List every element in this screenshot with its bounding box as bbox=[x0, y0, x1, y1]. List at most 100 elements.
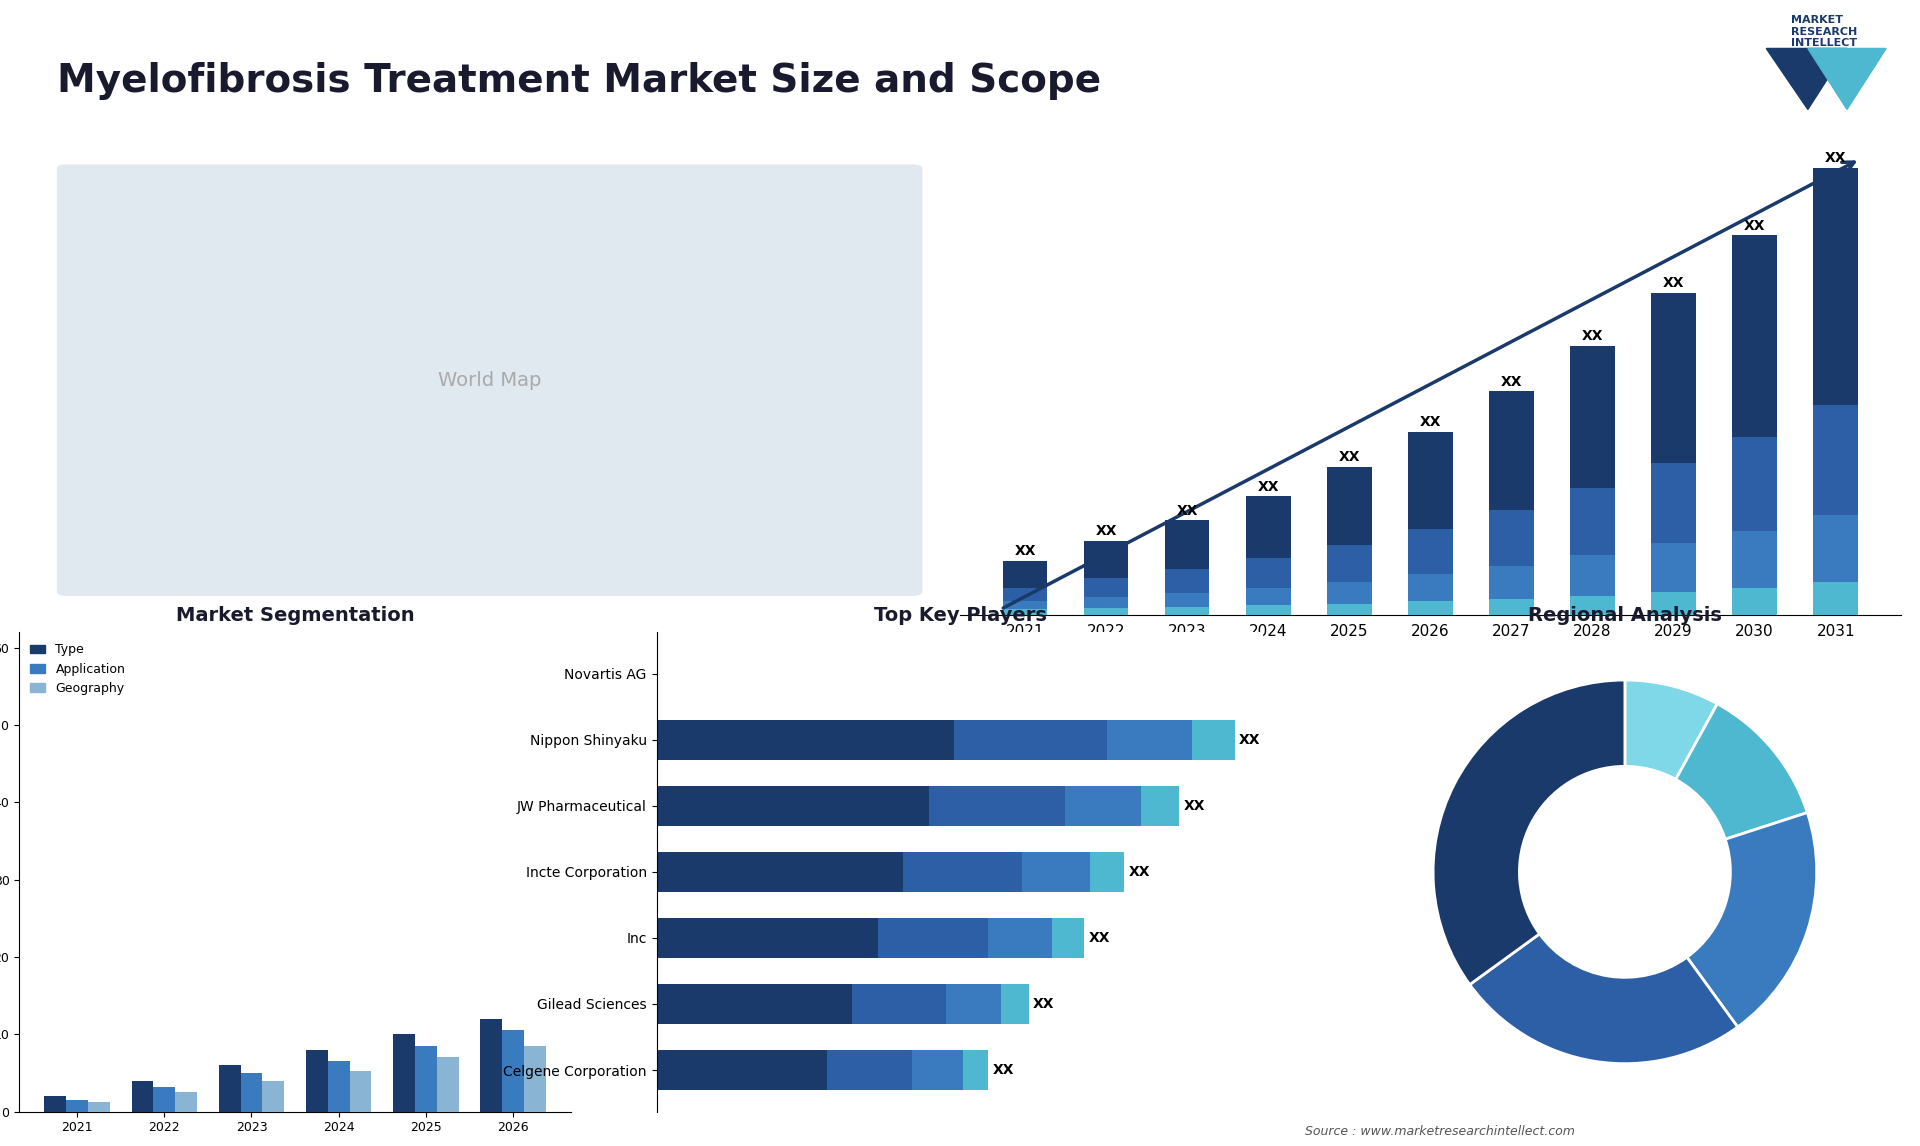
Bar bbox=[1064, 786, 1140, 825]
Bar bbox=[1490, 510, 1534, 566]
Bar bbox=[852, 984, 945, 1023]
Text: XX: XX bbox=[1743, 219, 1764, 233]
Text: World Map: World Map bbox=[438, 370, 541, 390]
Bar bbox=[154, 1086, 175, 1112]
Bar bbox=[1083, 541, 1129, 579]
Bar bbox=[240, 1073, 263, 1112]
Bar bbox=[1002, 560, 1046, 588]
Bar bbox=[1002, 588, 1046, 602]
Bar bbox=[503, 1030, 524, 1112]
Bar bbox=[1407, 602, 1453, 614]
Bar bbox=[1192, 720, 1235, 760]
Bar bbox=[1246, 605, 1290, 614]
Bar bbox=[1814, 582, 1859, 614]
Bar bbox=[1732, 532, 1778, 588]
Bar bbox=[1571, 488, 1615, 556]
Bar bbox=[1246, 496, 1290, 558]
Title: Market Segmentation: Market Segmentation bbox=[177, 606, 415, 625]
Bar bbox=[1327, 466, 1371, 544]
Wedge shape bbox=[1469, 934, 1738, 1063]
Text: XX: XX bbox=[1014, 544, 1035, 558]
Bar bbox=[657, 720, 954, 760]
Bar bbox=[524, 1046, 545, 1112]
Bar bbox=[1571, 596, 1615, 614]
Bar bbox=[826, 1050, 912, 1090]
Text: Source : www.marketresearchintellect.com: Source : www.marketresearchintellect.com bbox=[1306, 1124, 1574, 1138]
Text: XX: XX bbox=[1033, 997, 1054, 1011]
Bar bbox=[65, 1100, 88, 1112]
Bar bbox=[1246, 558, 1290, 588]
Bar bbox=[1165, 568, 1210, 594]
Bar bbox=[1651, 543, 1695, 591]
Bar bbox=[1000, 984, 1029, 1023]
Bar bbox=[175, 1092, 198, 1112]
Bar bbox=[1407, 574, 1453, 602]
Bar bbox=[877, 918, 989, 958]
Bar bbox=[929, 786, 1064, 825]
Bar bbox=[989, 918, 1052, 958]
Bar bbox=[1571, 346, 1615, 488]
Text: XX: XX bbox=[1177, 504, 1198, 518]
Text: XX: XX bbox=[1338, 450, 1359, 464]
Bar bbox=[1108, 720, 1192, 760]
Bar bbox=[1091, 851, 1123, 892]
Bar bbox=[480, 1019, 503, 1112]
Text: XX: XX bbox=[1663, 276, 1684, 290]
Wedge shape bbox=[1624, 680, 1716, 779]
Wedge shape bbox=[1676, 704, 1807, 839]
Bar bbox=[1651, 591, 1695, 614]
Bar bbox=[1002, 602, 1046, 610]
Bar bbox=[1732, 437, 1778, 532]
Bar bbox=[657, 918, 877, 958]
Bar bbox=[1327, 604, 1371, 614]
Bar bbox=[1246, 588, 1290, 605]
Bar bbox=[1165, 606, 1210, 614]
Bar bbox=[1002, 610, 1046, 614]
Bar bbox=[415, 1046, 438, 1112]
Text: Myelofibrosis Treatment Market Size and Scope: Myelofibrosis Treatment Market Size and … bbox=[58, 62, 1100, 101]
Bar bbox=[1490, 391, 1534, 510]
Bar bbox=[1327, 582, 1371, 604]
Bar bbox=[1732, 588, 1778, 614]
Bar bbox=[945, 984, 1000, 1023]
Bar bbox=[657, 851, 902, 892]
Bar bbox=[1814, 168, 1859, 405]
Bar bbox=[1732, 235, 1778, 437]
Bar bbox=[1814, 405, 1859, 515]
Bar bbox=[132, 1081, 154, 1112]
Title: Top Key Players: Top Key Players bbox=[874, 606, 1046, 625]
Bar bbox=[1165, 520, 1210, 568]
Bar bbox=[657, 984, 852, 1023]
Text: XX: XX bbox=[1183, 799, 1206, 813]
Bar bbox=[902, 851, 1021, 892]
Bar bbox=[1083, 579, 1129, 597]
Bar bbox=[1021, 851, 1091, 892]
Text: XX: XX bbox=[1582, 329, 1603, 343]
Title: Regional Analysis: Regional Analysis bbox=[1528, 606, 1722, 625]
Bar bbox=[263, 1081, 284, 1112]
FancyBboxPatch shape bbox=[58, 164, 922, 596]
Bar bbox=[1052, 918, 1085, 958]
Text: XX: XX bbox=[1238, 732, 1260, 747]
Bar bbox=[328, 1061, 349, 1112]
Text: XX: XX bbox=[1826, 151, 1847, 165]
Text: XX: XX bbox=[1129, 865, 1150, 879]
Text: XX: XX bbox=[1501, 375, 1523, 388]
Bar bbox=[1327, 544, 1371, 582]
Bar bbox=[1651, 293, 1695, 463]
Text: XX: XX bbox=[1089, 931, 1110, 945]
Bar bbox=[912, 1050, 962, 1090]
Bar bbox=[657, 1050, 826, 1090]
Bar bbox=[1490, 566, 1534, 598]
Bar bbox=[657, 786, 929, 825]
Wedge shape bbox=[1432, 680, 1624, 984]
Bar bbox=[1490, 598, 1534, 614]
Bar bbox=[88, 1102, 109, 1112]
Bar bbox=[394, 1035, 415, 1112]
Bar bbox=[1407, 432, 1453, 528]
Bar bbox=[1083, 597, 1129, 609]
Bar bbox=[1407, 528, 1453, 574]
Bar bbox=[1083, 609, 1129, 614]
Bar bbox=[305, 1050, 328, 1112]
Bar bbox=[1651, 463, 1695, 543]
